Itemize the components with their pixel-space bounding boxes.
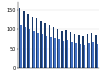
Bar (50, 37, 52, 68)
Bar (82, 36, 84, 68)
Bar (54, 38, 56, 68)
Bar (66, 30, 67, 68)
Bar (78, 35, 80, 68)
Bar (23, 11, 25, 68)
Bar (76, 43, 77, 68)
Bar (84, 45, 85, 68)
Bar (74, 34, 76, 68)
Bar (92, 42, 94, 68)
Bar (80, 44, 81, 68)
Bar (20, 25, 22, 68)
Bar (19, 8, 20, 68)
Bar (63, 41, 64, 68)
Bar (58, 39, 60, 68)
Bar (33, 31, 34, 68)
Bar (88, 43, 90, 68)
Bar (25, 27, 26, 68)
Bar (32, 17, 33, 68)
Bar (71, 42, 73, 68)
Bar (61, 31, 63, 68)
Bar (48, 25, 50, 68)
Bar (27, 14, 29, 68)
Bar (29, 29, 30, 68)
Bar (91, 33, 92, 68)
Bar (67, 40, 68, 68)
Bar (70, 32, 71, 68)
Bar (87, 34, 88, 68)
Bar (95, 35, 97, 68)
Bar (97, 44, 98, 68)
Bar (42, 34, 43, 68)
Bar (46, 36, 47, 68)
Bar (53, 27, 54, 68)
Bar (40, 21, 42, 68)
Bar (36, 18, 37, 68)
Bar (57, 29, 58, 68)
Bar (44, 24, 46, 68)
Bar (37, 33, 39, 68)
